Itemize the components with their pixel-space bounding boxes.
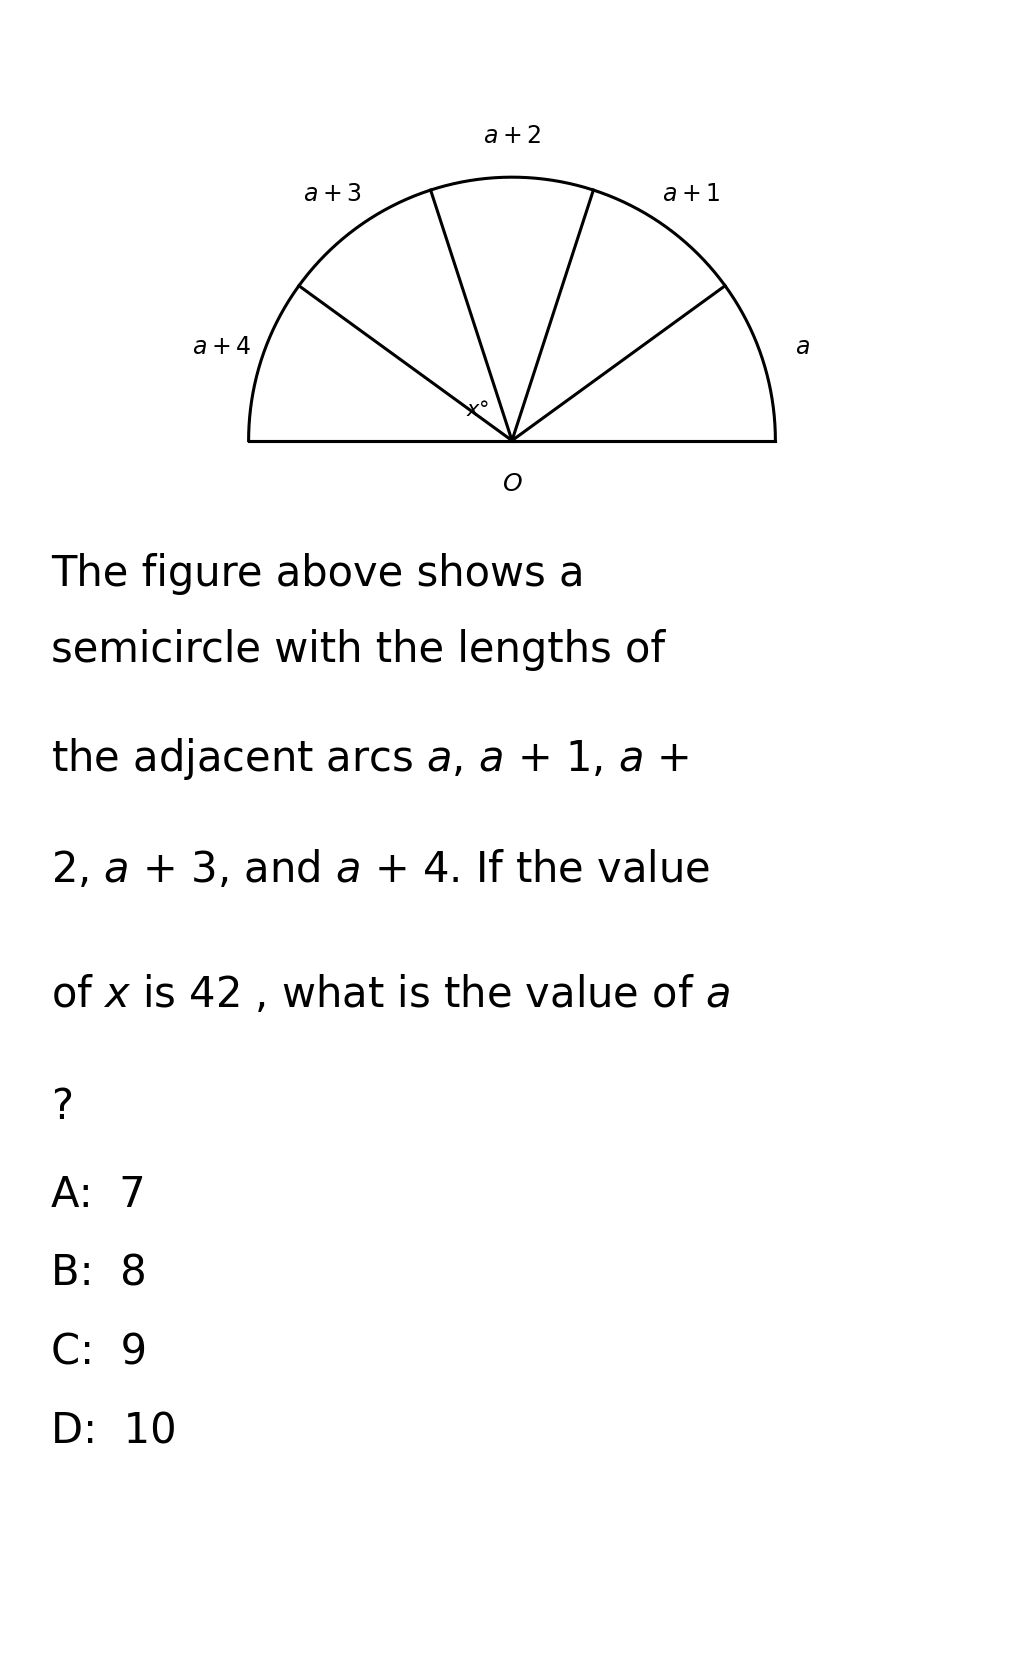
Text: 2, $\mathit{a}$ + 3, and $\mathit{a}$ + 4. If the value: 2, $\mathit{a}$ + 3, and $\mathit{a}$ + … bbox=[51, 849, 711, 890]
Text: semicircle with the lengths of: semicircle with the lengths of bbox=[51, 629, 666, 671]
Text: $\mathit{a}$: $\mathit{a}$ bbox=[795, 334, 810, 359]
Text: $O$: $O$ bbox=[502, 471, 522, 496]
Text: A:  7: A: 7 bbox=[51, 1173, 145, 1215]
Text: ?: ? bbox=[51, 1085, 73, 1127]
Text: $\mathit{a}+\mathit{3}$: $\mathit{a}+\mathit{3}$ bbox=[303, 183, 361, 206]
Text: B:  8: B: 8 bbox=[51, 1251, 147, 1293]
Text: the adjacent arcs $\mathit{a}$, $\mathit{a}$ + 1, $\mathit{a}$ +: the adjacent arcs $\mathit{a}$, $\mathit… bbox=[51, 735, 689, 782]
Text: $\mathit{a}+\mathit{1}$: $\mathit{a}+\mathit{1}$ bbox=[663, 183, 721, 206]
Text: C:  9: C: 9 bbox=[51, 1331, 147, 1373]
Text: $\mathit{a}+\mathit{4}$: $\mathit{a}+\mathit{4}$ bbox=[191, 334, 251, 359]
Text: of $\mathit{x}$ is 42 , what is the value of $\mathit{a}$: of $\mathit{x}$ is 42 , what is the valu… bbox=[51, 973, 730, 1015]
Text: $x$°: $x$° bbox=[466, 399, 489, 419]
Text: The figure above shows a: The figure above shows a bbox=[51, 552, 585, 594]
Text: D:  10: D: 10 bbox=[51, 1409, 177, 1451]
Text: $\mathit{a}+\mathit{2}$: $\mathit{a}+\mathit{2}$ bbox=[483, 123, 541, 148]
